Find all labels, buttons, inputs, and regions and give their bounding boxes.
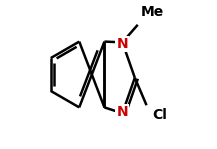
Text: N: N [117,37,128,51]
Text: N: N [117,105,128,119]
Text: Me: Me [141,5,164,19]
Text: Cl: Cl [152,108,167,122]
